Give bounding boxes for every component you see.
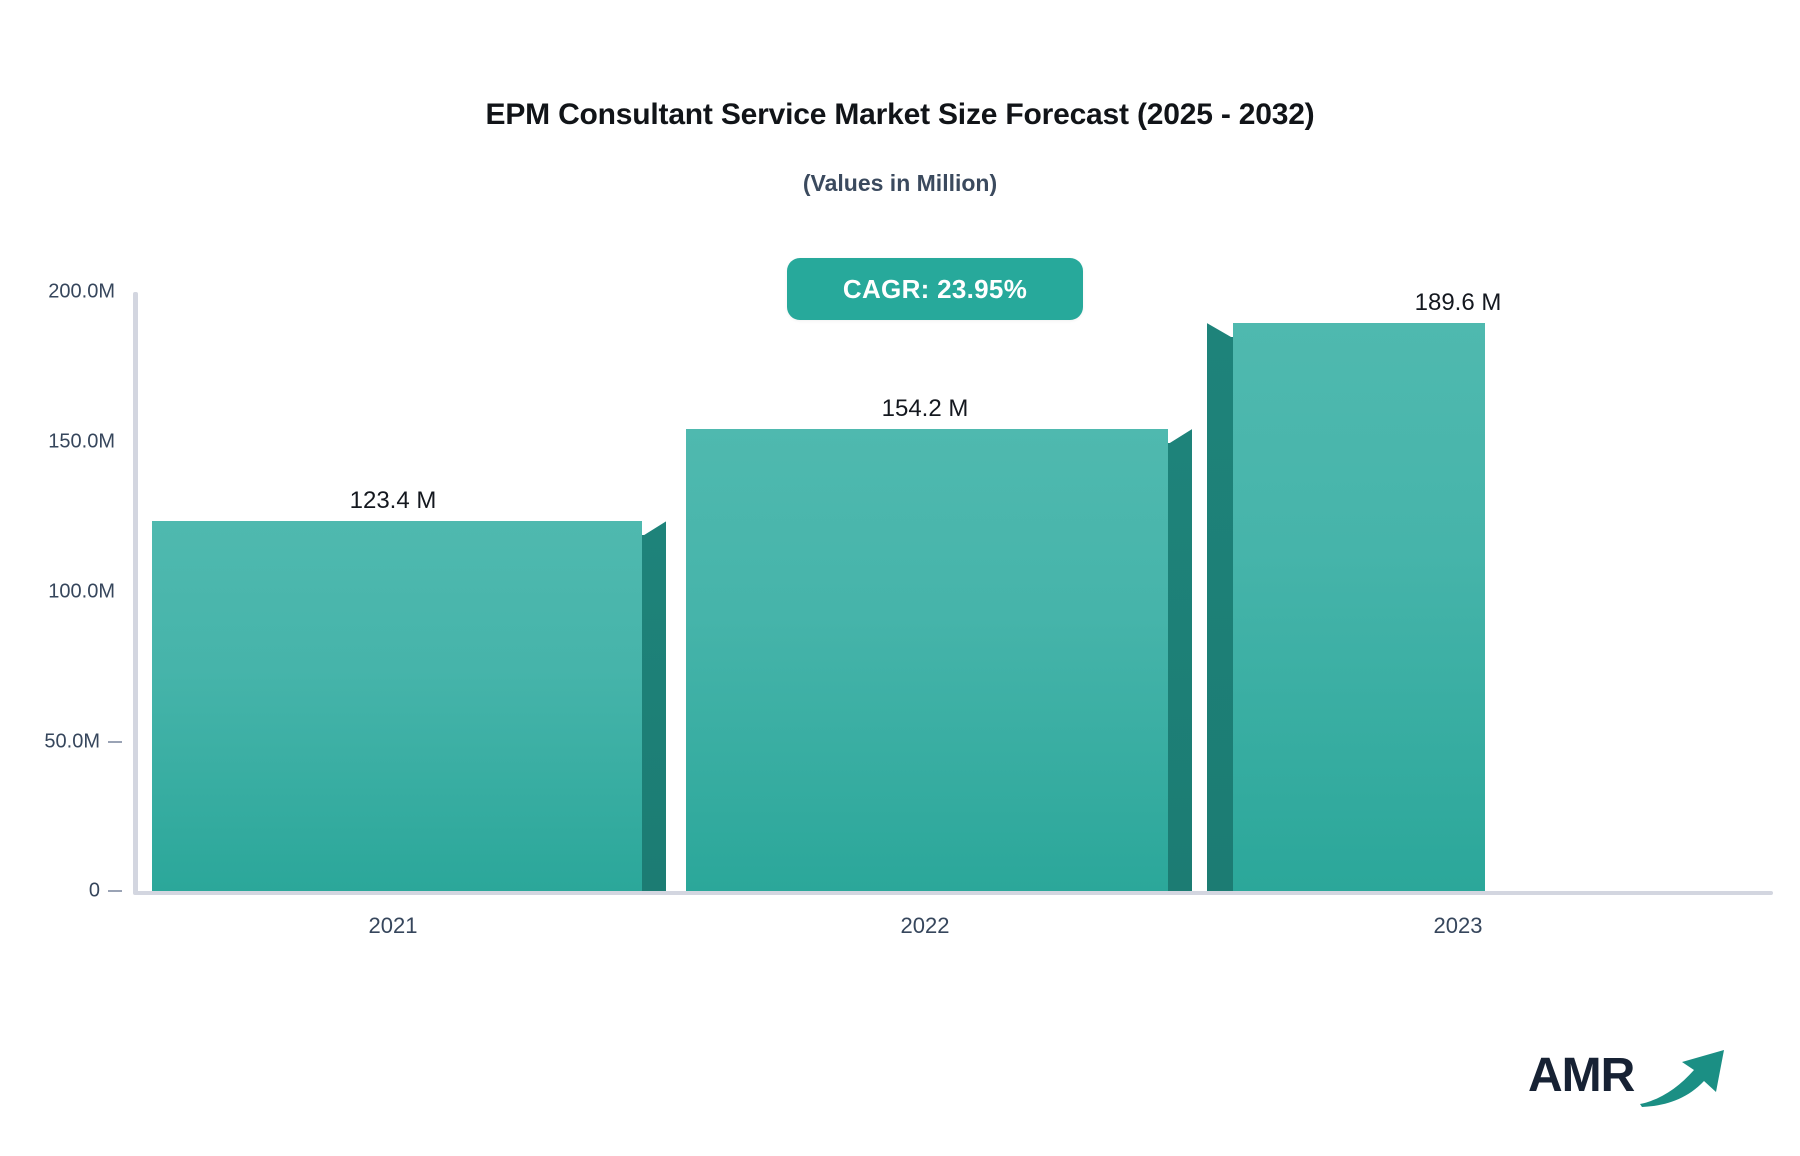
- growth-arrow-icon: [1640, 1050, 1724, 1107]
- x-tick-label-2022: 2022: [900, 913, 950, 938]
- bar-2022-side-bevel: [1168, 429, 1192, 445]
- bar-value-label-2022: 154.2 M: [881, 395, 969, 423]
- x-tick-label-2021: 2021: [368, 913, 418, 938]
- y-tick-label-150: 150.0M: [48, 430, 115, 453]
- bar-2022[interactable]: [686, 429, 1168, 891]
- amr-logo: AMR: [1528, 1048, 1724, 1118]
- cagr-badge-label: CAGR: 23.95%: [842, 273, 1028, 304]
- y-tick-mark-50: [108, 741, 122, 743]
- amr-logo-text: AMR: [1528, 1049, 1635, 1102]
- chart-subtitle: (Values in Million): [802, 170, 998, 196]
- y-tick-label-200: 200.0M: [48, 280, 115, 303]
- cagr-badge: CAGR: 23.95%: [787, 258, 1083, 320]
- bar-2023-side-panel: [1207, 337, 1233, 891]
- bar-2023-side-bevel: [1207, 323, 1233, 339]
- bar-2021-side-bevel: [642, 521, 666, 537]
- y-tick-label-0: 0: [88, 879, 100, 902]
- bar-value-label-2023: 189.6 M: [1414, 289, 1502, 317]
- chart-title: EPM Consultant Service Market Size Forec…: [485, 98, 1315, 131]
- y-tick-label-50: 50.0M: [44, 730, 100, 753]
- bar-2023-face-fill: [1233, 323, 1485, 891]
- y-tick-label-100: 100.0M: [48, 580, 115, 603]
- y-axis-line: [133, 292, 138, 894]
- bar-2022-side-panel: [1168, 443, 1192, 891]
- y-tick-mark-0: [108, 890, 122, 892]
- bar-value-label-2021: 123.4 M: [349, 487, 437, 515]
- x-axis-line: [133, 891, 1773, 895]
- bar-2021-side-panel: [642, 535, 666, 891]
- bar-2021[interactable]: [152, 521, 642, 891]
- x-tick-label-2023: 2023: [1433, 913, 1483, 938]
